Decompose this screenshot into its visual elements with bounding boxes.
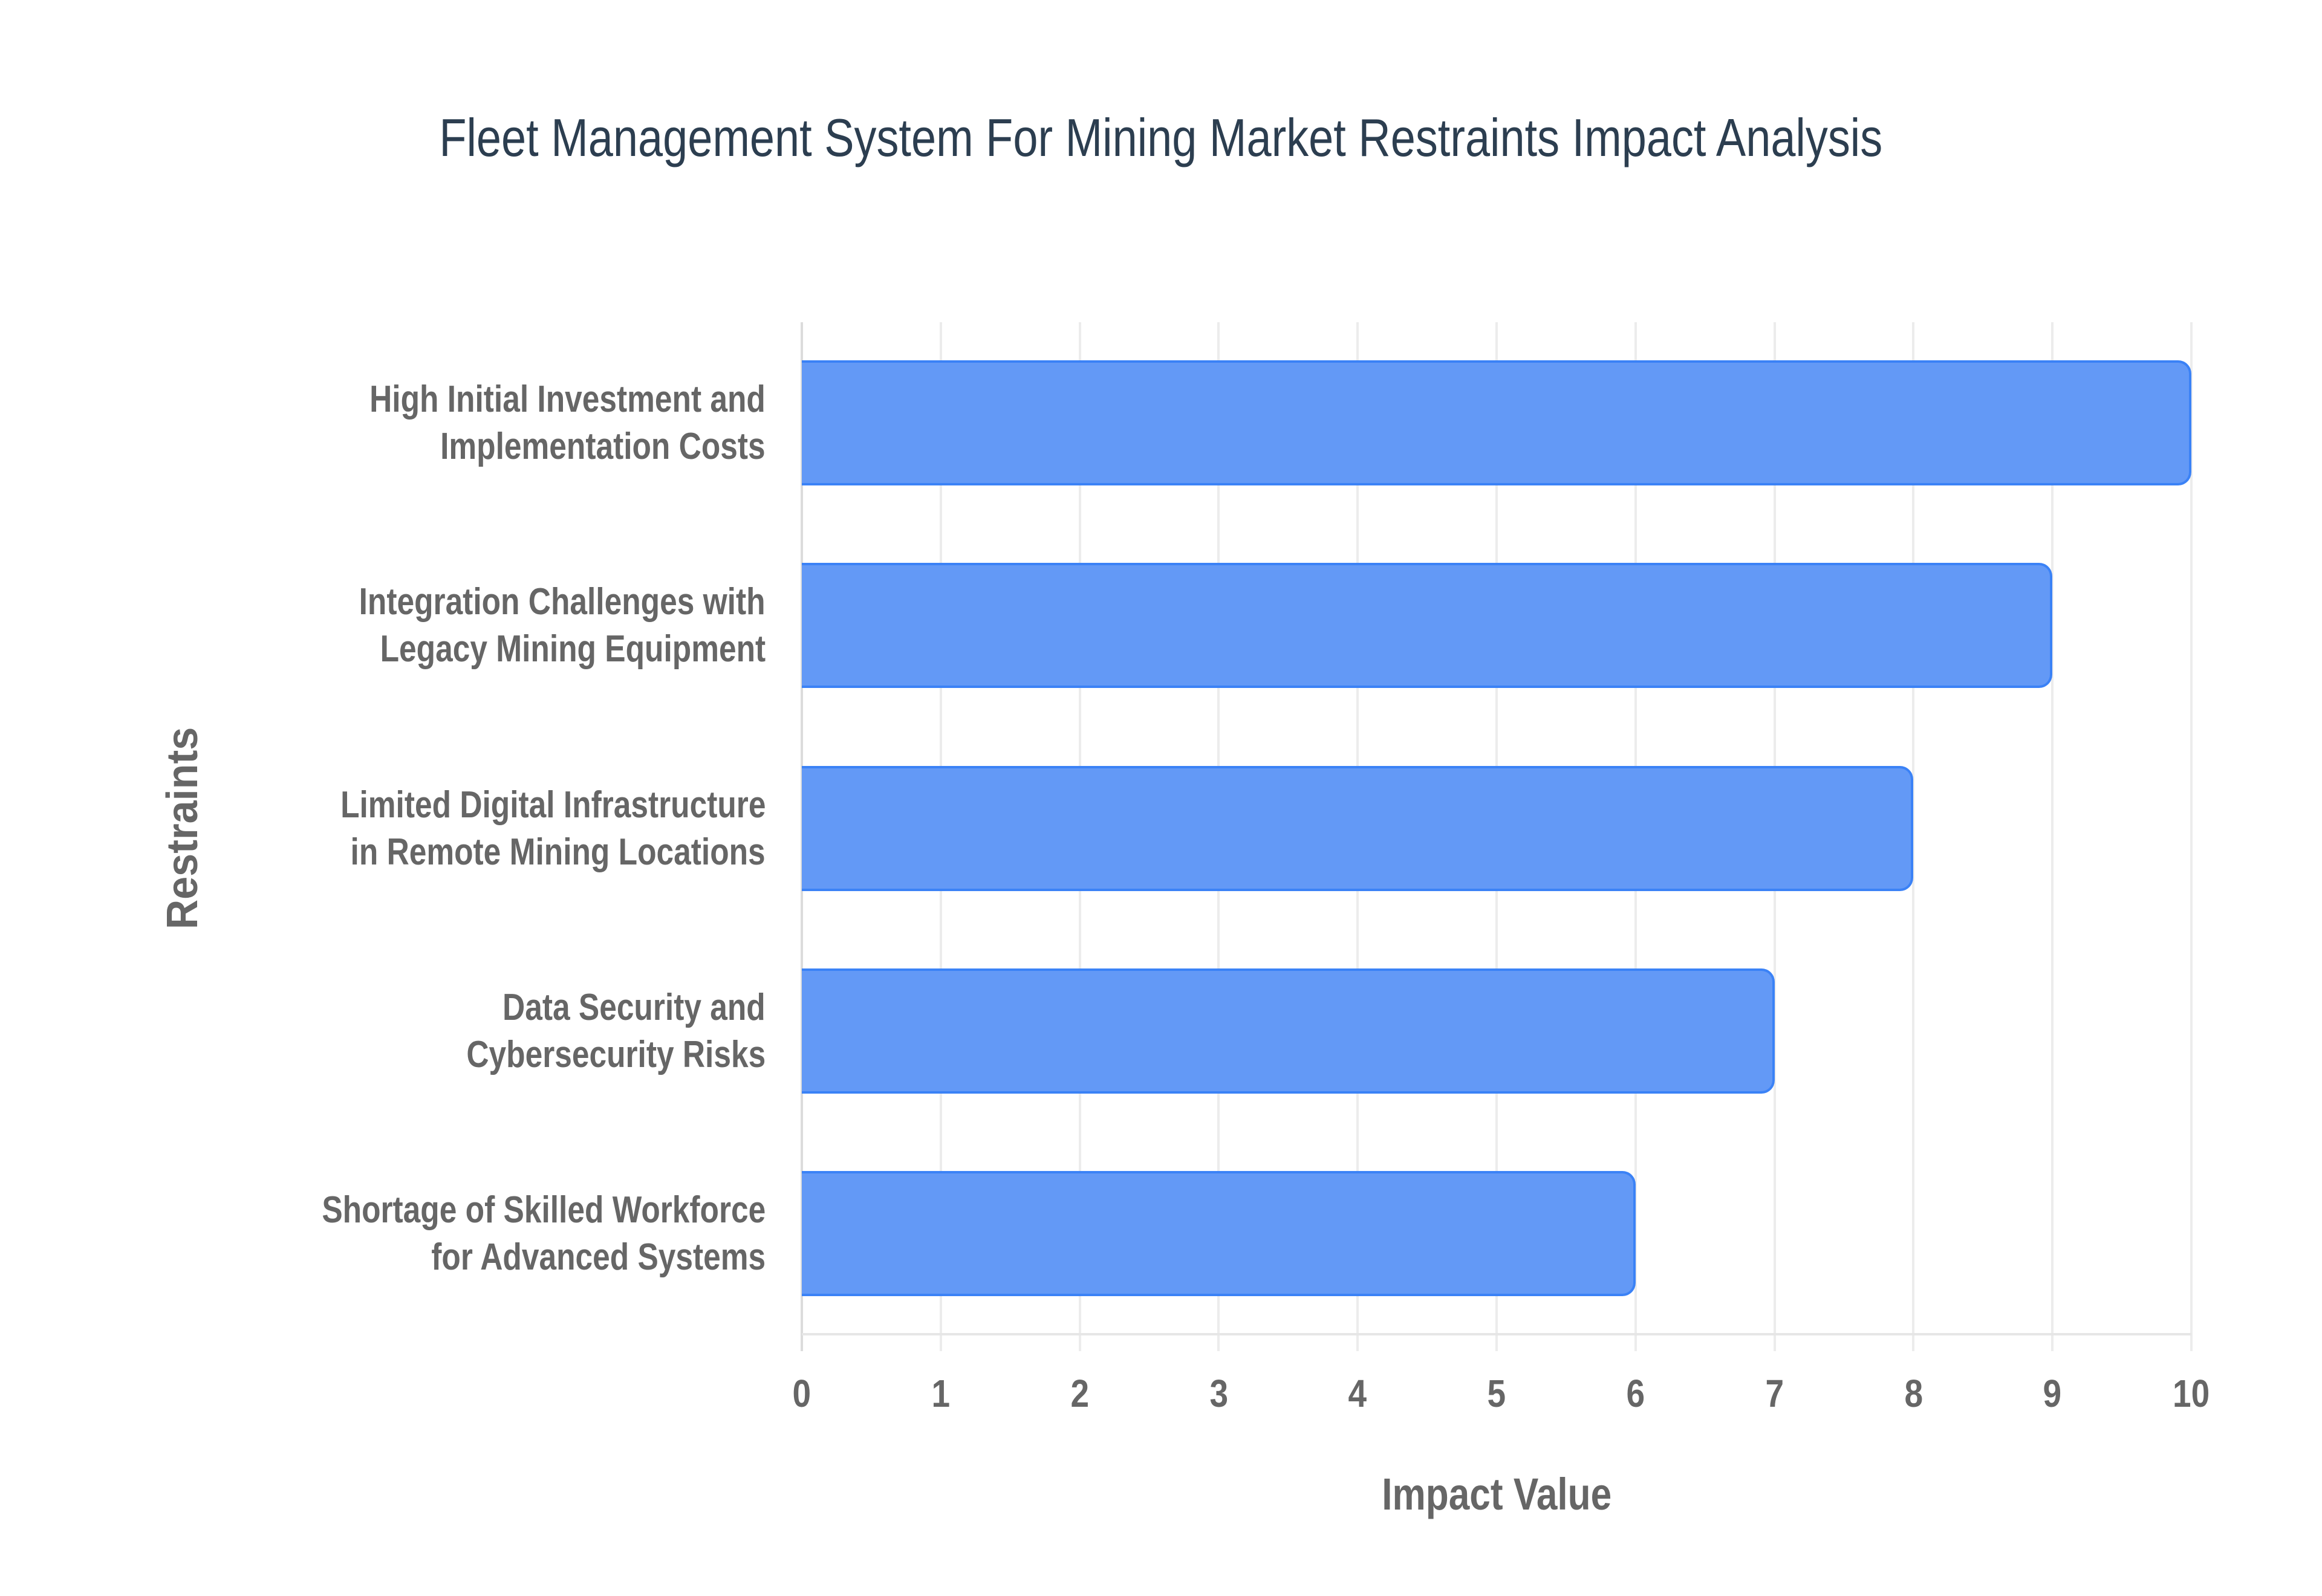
gridline-9 <box>2051 322 2054 1351</box>
x-tick-5: 5 <box>1436 1372 1557 1415</box>
x-tick-text: 5 <box>1487 1372 1506 1415</box>
label-line-2: Legacy Mining Equipment <box>380 628 766 670</box>
label-line-1: High Initial Investment and <box>369 378 766 420</box>
bar-high-initial-investment[interactable] <box>802 360 2191 485</box>
label-line-2: in Remote Mining Locations <box>350 831 766 873</box>
x-tick-8: 8 <box>1853 1372 1974 1415</box>
label-line-1: Data Security and <box>502 986 766 1028</box>
bar-skilled-workforce-shortage[interactable] <box>802 1171 1636 1296</box>
x-axis-title-text: Impact Value <box>1381 1469 1612 1519</box>
x-tick-text: 1 <box>931 1372 951 1415</box>
bar-integration-challenges[interactable] <box>802 563 2053 688</box>
x-tick-text: 8 <box>1904 1372 1923 1415</box>
x-tick-7: 7 <box>1714 1372 1835 1415</box>
x-tick-text: 6 <box>1626 1372 1645 1415</box>
x-tick-text: 3 <box>1209 1372 1228 1415</box>
chart-title: Fleet Management System For Mining Marke… <box>0 108 2322 168</box>
bar-data-security[interactable] <box>802 968 1775 1094</box>
x-tick-text: 0 <box>792 1372 811 1415</box>
label-line-1: Integration Challenges with <box>359 580 766 623</box>
chart-title-text: Fleet Management System For Mining Marke… <box>439 108 1883 167</box>
x-tick-3: 3 <box>1158 1372 1279 1415</box>
x-tick-text: 9 <box>2043 1372 2062 1415</box>
gridline-8 <box>1912 322 1915 1351</box>
x-axis-title: Impact Value <box>802 1470 2191 1519</box>
y-tick-label-integration-challenges: Integration Challenges with Legacy Minin… <box>161 563 766 688</box>
x-tick-2: 2 <box>1020 1372 1140 1415</box>
y-tick-label-data-security: Data Security and Cybersecurity Risks <box>161 968 766 1094</box>
x-tick-1: 1 <box>880 1372 1001 1415</box>
bar-limited-digital-infrastructure[interactable] <box>802 766 1914 891</box>
label-line-2: Implementation Costs <box>440 425 766 467</box>
label-line-1: Shortage of Skilled Workforce <box>322 1189 766 1231</box>
label-line-2: Cybersecurity Risks <box>466 1033 766 1075</box>
x-tick-6: 6 <box>1575 1372 1696 1415</box>
x-tick-0: 0 <box>741 1372 862 1415</box>
gridline-10 <box>2190 322 2193 1351</box>
x-tick-text: 4 <box>1348 1372 1367 1415</box>
x-tick-4: 4 <box>1297 1372 1418 1415</box>
x-tick-text: 10 <box>2173 1372 2210 1415</box>
label-line-1: Limited Digital Infrastructure <box>340 783 766 826</box>
y-tick-label-skilled-workforce-shortage: Shortage of Skilled Workforce for Advanc… <box>161 1171 766 1296</box>
y-tick-label-limited-digital-infrastructure: Limited Digital Infrastructure in Remote… <box>161 766 766 891</box>
x-tick-text: 7 <box>1765 1372 1784 1415</box>
label-line-2: for Advanced Systems <box>431 1236 766 1278</box>
x-tick-9: 9 <box>1992 1372 2113 1415</box>
x-tick-10: 10 <box>2131 1372 2252 1415</box>
y-tick-label-high-initial-investment: High Initial Investment and Implementati… <box>161 360 766 485</box>
x-tick-text: 2 <box>1070 1372 1089 1415</box>
plot-area <box>801 322 2193 1351</box>
x-axis-line <box>802 1333 2191 1335</box>
